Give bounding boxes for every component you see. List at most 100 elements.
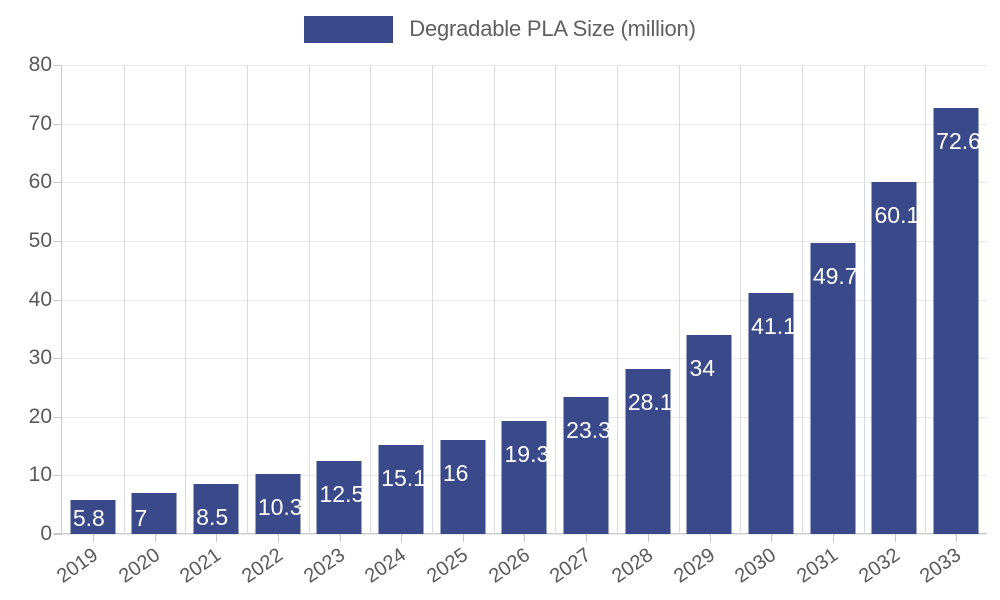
x-tick-mark: [93, 534, 94, 542]
y-tick-label: 50: [28, 228, 52, 252]
bar-value-label: 7: [134, 505, 148, 531]
gridline-vertical: [555, 65, 556, 534]
bar-value-label: 34: [689, 354, 716, 381]
x-tick-label: 2024: [361, 544, 411, 588]
legend-item-label: Degradable PLA Size (million): [409, 16, 696, 41]
bar-value-label: 28.1: [627, 389, 673, 416]
bar-value-label: 72.6: [936, 128, 981, 155]
gridline-horizontal: [62, 182, 987, 184]
y-tick-mark: [53, 534, 62, 535]
y-tick-label: 0: [40, 522, 52, 545]
x-tick-label: 2023: [299, 544, 349, 588]
bar-value-label: 19.3: [504, 440, 550, 467]
x-tick-label: 2025: [422, 544, 472, 588]
bar-slot: 60.1: [864, 65, 926, 534]
plot-area: 5.8 7 8.5 10.3 12.5 15.1 16 19.3 23.3 28.1 34 41.1 4…: [53, 65, 987, 542]
bar[interactable]: [686, 334, 732, 534]
bar[interactable]: [131, 492, 177, 534]
x-tick-label: 2020: [114, 544, 164, 588]
x-tick-label: 2021: [176, 544, 226, 588]
x-tick-label: 2026: [484, 544, 534, 588]
y-tick-label: 40: [28, 287, 52, 311]
bar-slot: 49.7: [802, 65, 864, 534]
bar-value-label: 12.5: [319, 480, 365, 507]
gridline-vertical: [617, 65, 618, 534]
bar-value-label: 41.1: [751, 313, 796, 340]
bar-slot: 15.1: [370, 65, 432, 534]
x-tick-mark: [771, 534, 772, 542]
gridline-vertical: [802, 65, 803, 534]
x-tick-label: 2022: [237, 544, 287, 588]
gridline-vertical: [679, 65, 680, 534]
gridline-vertical: [370, 65, 371, 534]
bar-value-label: 49.7: [812, 262, 858, 289]
gridline-vertical: [864, 65, 865, 534]
x-tick-label: 2030: [731, 544, 781, 588]
x-tick-mark: [401, 534, 402, 542]
y-tick-mark: [53, 475, 62, 477]
bar[interactable]: [625, 369, 671, 534]
y-tick-mark: [53, 358, 62, 360]
y-tick-mark: [53, 65, 62, 66]
gridline-vertical: [309, 65, 310, 534]
x-tick-mark: [956, 534, 957, 542]
bar-slot: 34: [679, 65, 741, 534]
bar-slot: 41.1: [740, 65, 802, 534]
bar-slot: 16: [432, 65, 494, 534]
gridline-horizontal: [62, 299, 987, 301]
bar-slot: 12.5: [309, 65, 371, 534]
bar-slot: 8.5: [185, 65, 247, 534]
bar[interactable]: [810, 242, 856, 534]
gridline-vertical: [432, 65, 433, 534]
gridline-vertical: [124, 65, 125, 534]
x-tick-mark: [586, 534, 587, 542]
bar-value-label: 8.5: [196, 504, 229, 531]
bar[interactable]: [255, 473, 301, 534]
bar[interactable]: [316, 460, 362, 534]
bar-value-label: 15.1: [381, 465, 426, 492]
bar-slot: 10.3: [247, 65, 309, 534]
bar-slot: 7: [124, 65, 186, 534]
y-tick-label: 10: [28, 463, 52, 487]
x-tick-mark: [278, 534, 279, 542]
y-tick-mark: [53, 416, 62, 418]
gridline-vertical: [494, 65, 495, 534]
bar[interactable]: [193, 484, 239, 534]
bar-value-label: 23.3: [566, 417, 611, 444]
bar-value-label: 10.3: [257, 493, 303, 520]
bar[interactable]: [440, 440, 486, 534]
bar[interactable]: [563, 397, 609, 534]
x-tick-label: 2027: [546, 544, 596, 588]
y-tick-label: 20: [28, 404, 52, 428]
gridline-horizontal: [62, 358, 987, 360]
gridline-horizontal: [62, 65, 987, 66]
legend-item-degradable-pla[interactable]: Degradable PLA Size (million): [304, 15, 696, 43]
chart-legend: Degradable PLA Size (million): [0, 10, 1000, 48]
x-tick-mark: [340, 534, 341, 542]
bar[interactable]: [748, 293, 794, 534]
bar-slot: 72.6: [925, 65, 987, 534]
gridline-vertical: [247, 65, 248, 534]
gridline-vertical: [185, 65, 186, 534]
legend-swatch-icon: [304, 15, 394, 43]
x-tick-mark: [895, 534, 896, 542]
gridline-horizontal: [62, 123, 987, 125]
x-tick-label: 2028: [607, 544, 657, 588]
bar[interactable]: [501, 420, 547, 534]
x-tick-mark: [155, 534, 156, 542]
bar[interactable]: [378, 445, 424, 534]
y-tick-mark: [53, 240, 62, 242]
y-tick-label: 60: [28, 170, 52, 194]
y-tick-label: 70: [28, 111, 52, 135]
x-tick-mark: [648, 534, 649, 542]
bar[interactable]: [871, 181, 917, 534]
x-tick-mark: [833, 534, 834, 542]
gridline-vertical: [740, 65, 741, 534]
x-tick-label: 2019: [52, 544, 102, 588]
x-tick-label: 2033: [916, 544, 966, 588]
gridline-horizontal: [62, 416, 987, 418]
bar[interactable]: [933, 108, 979, 534]
x-tick-mark: [710, 534, 711, 542]
bar[interactable]: [70, 500, 116, 534]
